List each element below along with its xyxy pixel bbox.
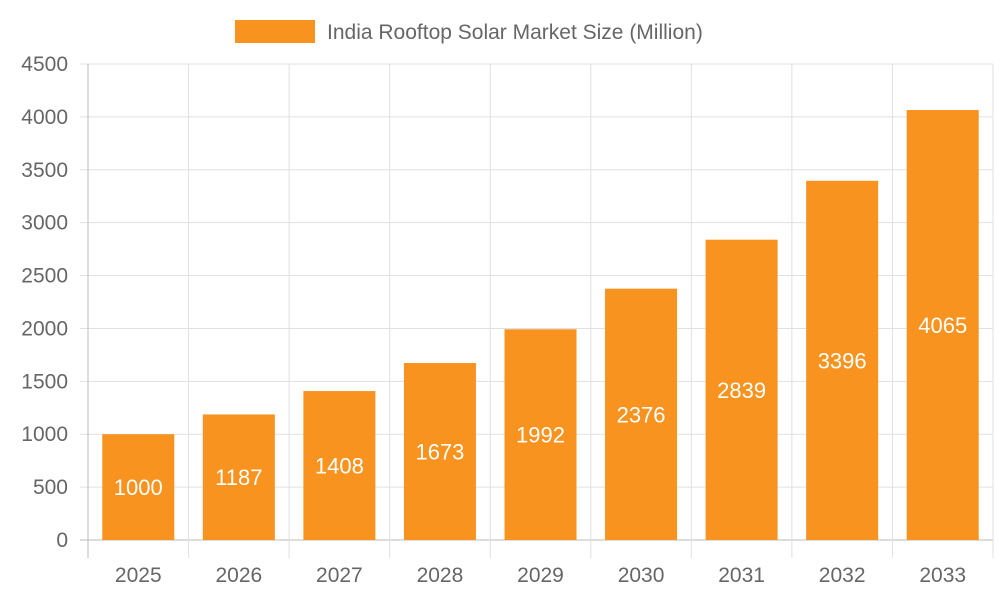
bar-2032[interactable] [806,180,879,540]
legend-swatch [235,20,315,43]
y-tick-label: 4000 [21,106,68,129]
x-tick-label: 2030 [618,564,665,587]
x-tick-label: 2026 [215,564,262,587]
bar-2033[interactable] [906,110,979,540]
x-tick-label: 2029 [517,564,564,587]
y-tick-label: 1500 [21,370,68,393]
bar-value-label: 4065 [918,313,967,338]
y-tick-label: 0 [56,529,68,552]
bar-value-label: 2376 [617,402,666,427]
bar-value-label: 2839 [717,378,766,403]
y-tick-label: 2000 [21,317,68,340]
y-tick-label: 4500 [21,53,68,76]
y-tick-label: 3500 [21,159,68,182]
y-tick-label: 3000 [21,212,68,235]
bar-value-label: 1187 [215,465,262,490]
grid [80,63,994,558]
y-tick-label: 1000 [21,423,68,446]
x-tick-label: 2028 [417,564,464,587]
x-tick-label: 2033 [919,564,966,587]
bar-2025[interactable] [102,434,175,540]
bar-2027[interactable] [303,391,376,540]
bar-value-label: 1408 [315,454,364,479]
x-tick-label: 2027 [316,564,363,587]
bar-value-label: 1673 [415,440,464,465]
x-tick-label: 2031 [718,564,765,587]
bar-2030[interactable] [605,288,678,540]
legend[interactable]: India Rooftop Solar Market Size (Million… [235,20,703,44]
bars: 1000 1187 1408 1673 1992 2376 2839 3396 4065 [102,110,979,540]
bar-2029[interactable] [504,329,577,540]
bar-value-label: 1000 [114,475,163,500]
y-tick-label: 500 [33,476,68,499]
axes: 0 500 1000 1500 2000 2500 3000 3500 4000 4500 2025… [21,53,966,587]
bar-2026[interactable] [202,414,275,540]
x-tick-label: 2032 [819,564,866,587]
x-tick-label: 2025 [115,564,162,587]
y-tick-label: 2500 [21,265,68,288]
legend-label: India Rooftop Solar Market Size (Million… [327,21,703,44]
bar-2031[interactable] [705,239,778,540]
bar-value-label: 1992 [516,423,565,448]
bar-2028[interactable] [403,363,476,540]
bar-value-label: 3396 [818,348,867,373]
